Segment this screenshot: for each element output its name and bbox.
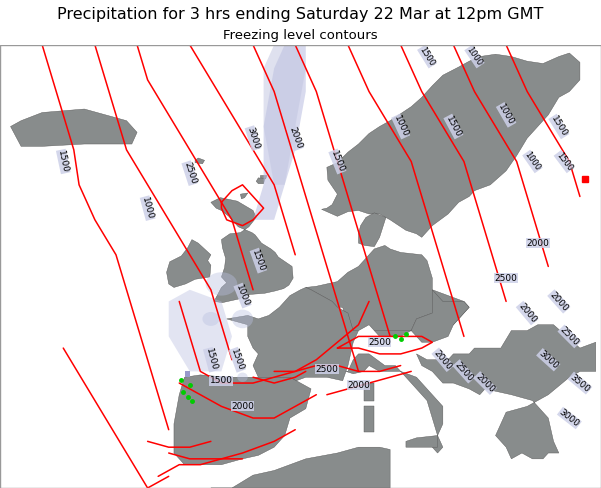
Ellipse shape	[203, 312, 219, 326]
Text: 1500: 1500	[549, 114, 569, 139]
Polygon shape	[260, 176, 267, 179]
Text: 1500: 1500	[229, 347, 245, 372]
Text: 1500: 1500	[554, 150, 574, 173]
Polygon shape	[358, 213, 386, 246]
Ellipse shape	[237, 372, 248, 382]
Text: 1000: 1000	[496, 102, 516, 127]
Text: 2500: 2500	[316, 365, 338, 373]
Text: 2000: 2000	[526, 239, 549, 247]
Text: 3500: 3500	[568, 372, 591, 394]
Text: 1000: 1000	[523, 150, 542, 173]
Polygon shape	[211, 447, 390, 488]
Polygon shape	[416, 325, 596, 459]
Text: 2500: 2500	[182, 161, 198, 185]
Text: 1500: 1500	[250, 248, 266, 273]
Text: 2500: 2500	[368, 338, 391, 347]
Text: 1500: 1500	[329, 149, 346, 174]
Text: 2000: 2000	[516, 302, 538, 325]
Text: 2500: 2500	[495, 274, 517, 283]
Text: 1500: 1500	[444, 114, 463, 139]
Text: 2000: 2000	[474, 372, 496, 394]
Text: 1000: 1000	[392, 114, 410, 139]
Polygon shape	[169, 290, 232, 371]
Polygon shape	[264, 45, 306, 185]
Polygon shape	[406, 435, 438, 447]
Text: 2000: 2000	[287, 126, 304, 150]
Text: 3000: 3000	[537, 349, 560, 371]
Text: Precipitation for 3 hrs ending Saturday 22 Mar at 12pm GMT: Precipitation for 3 hrs ending Saturday …	[57, 7, 544, 22]
Text: 2500: 2500	[558, 325, 581, 347]
Ellipse shape	[232, 309, 253, 328]
Polygon shape	[11, 109, 137, 146]
Polygon shape	[174, 375, 311, 465]
Text: 2000: 2000	[548, 290, 570, 313]
Polygon shape	[346, 354, 443, 453]
Text: 2000: 2000	[231, 402, 254, 411]
Polygon shape	[240, 193, 248, 199]
Polygon shape	[166, 240, 211, 287]
Text: 3000: 3000	[558, 407, 581, 428]
Text: Freezing level contours: Freezing level contours	[223, 28, 378, 41]
Polygon shape	[195, 158, 204, 164]
Text: 1000: 1000	[234, 283, 251, 308]
Ellipse shape	[206, 272, 237, 296]
Polygon shape	[374, 290, 469, 342]
Polygon shape	[306, 245, 469, 330]
Polygon shape	[211, 198, 293, 303]
Text: 1500: 1500	[204, 347, 218, 372]
Text: 1500: 1500	[418, 45, 436, 68]
Polygon shape	[364, 383, 374, 401]
Text: 1000: 1000	[140, 196, 155, 221]
Text: 1500: 1500	[210, 376, 233, 385]
Polygon shape	[253, 45, 306, 220]
Text: 2500: 2500	[453, 360, 475, 383]
Polygon shape	[364, 407, 374, 432]
Polygon shape	[227, 287, 358, 383]
Text: 1500: 1500	[56, 149, 70, 174]
Text: 2000: 2000	[347, 381, 370, 390]
Polygon shape	[256, 178, 264, 183]
Polygon shape	[185, 371, 190, 377]
Text: 1000: 1000	[465, 45, 484, 68]
Text: 3000: 3000	[245, 126, 261, 150]
Polygon shape	[322, 53, 580, 237]
Text: 2000: 2000	[432, 348, 454, 371]
